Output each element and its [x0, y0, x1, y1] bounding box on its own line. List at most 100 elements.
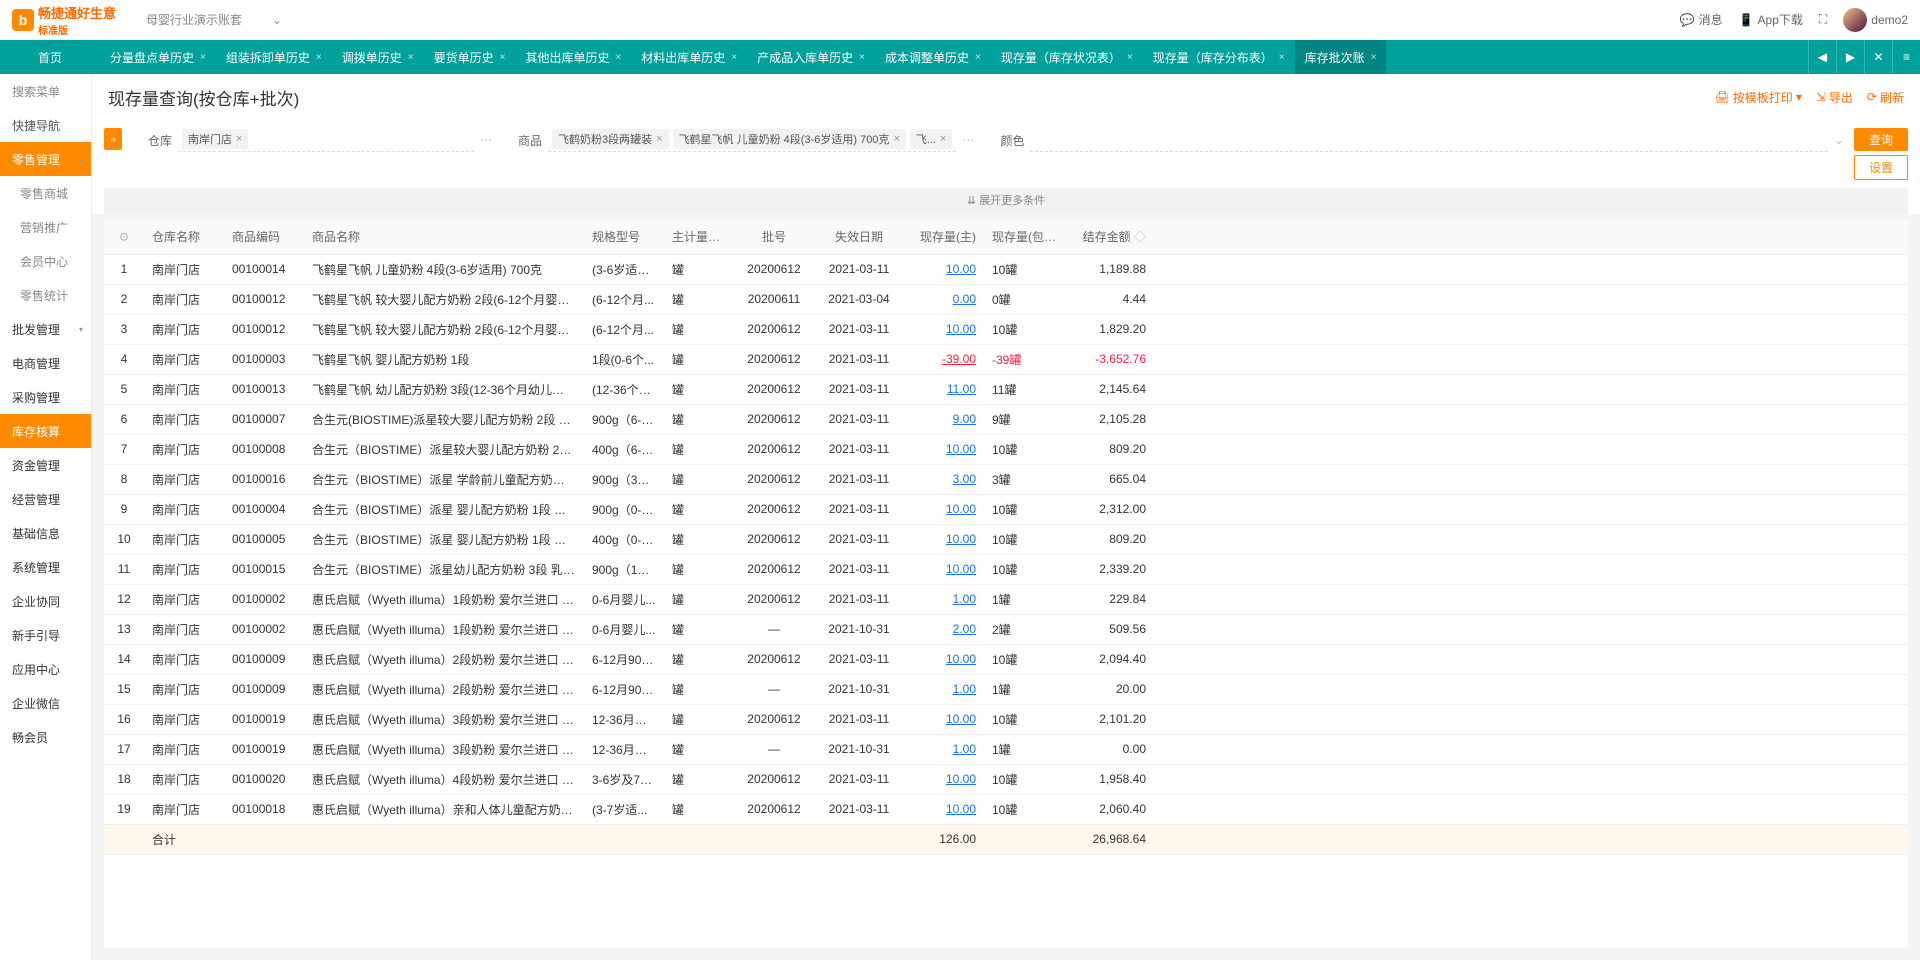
col-spec[interactable]: 规格型号 [584, 220, 664, 254]
settings-button[interactable]: 设置 [1854, 155, 1908, 180]
table-row[interactable]: 5南岸门店00100013飞鹤星飞帆 幼儿配方奶粉 3段(12-36个月幼儿适用… [104, 374, 1908, 404]
sidebar-group-8[interactable]: 系统管理 [0, 550, 91, 584]
sidebar-group-6[interactable]: 经营管理 [0, 482, 91, 516]
qty-link[interactable]: 3.00 [953, 472, 976, 486]
table-row[interactable]: 14南岸门店00100009惠氏启赋（Wyeth illuma）2段奶粉 爱尔兰… [104, 644, 1908, 674]
sidebar-group-7[interactable]: 基础信息 [0, 516, 91, 550]
tab-close-icon[interactable]: × [500, 52, 506, 63]
qty-link[interactable]: 2.00 [953, 622, 976, 636]
tab-3[interactable]: 要货单历史× [424, 40, 516, 74]
col-name[interactable]: 商品名称 [304, 220, 584, 254]
sidebar-group-9[interactable]: 企业协同 [0, 584, 91, 618]
qty-link[interactable]: -39.00 [942, 352, 976, 366]
filter-chip[interactable]: 飞鹤星飞帆 儿童奶粉 4段(3-6岁适用) 700克× [673, 129, 906, 149]
qty-link[interactable]: 10.00 [946, 652, 976, 666]
tab-close-icon[interactable]: × [975, 52, 981, 63]
expand-filters-button[interactable]: ⇊ 展开更多条件 [104, 188, 1908, 214]
tab-9[interactable]: 现存量（库存分布表）× [1143, 40, 1295, 74]
account-selector[interactable]: 母婴行业演示账套 ⌄ [146, 11, 282, 28]
tab-close-icon[interactable]: × [1371, 52, 1377, 63]
sidebar-quicknav[interactable]: 快捷导航 [0, 108, 91, 142]
tab-6[interactable]: 产成品入库单历史× [747, 40, 875, 74]
table-row[interactable]: 4南岸门店00100003飞鹤星飞帆 婴儿配方奶粉 1段1段(0-6个...罐2… [104, 344, 1908, 374]
tab-close-icon[interactable]: × [731, 52, 737, 63]
tab-close-all[interactable]: ✕ [1864, 40, 1892, 74]
tab-10[interactable]: 库存批次账× [1295, 40, 1387, 74]
sidebar-group-12[interactable]: 企业微信 [0, 686, 91, 720]
filter-chip[interactable]: 飞...× [910, 129, 953, 149]
col-wh[interactable]: 仓库名称 [144, 220, 224, 254]
chip-remove-icon[interactable]: × [893, 133, 899, 145]
col-exp[interactable]: 失效日期 [814, 220, 904, 254]
col-pkg[interactable]: 现存量(包装) [984, 220, 1064, 254]
tab-close-icon[interactable]: × [1127, 52, 1133, 63]
sidebar-group-3[interactable]: 采购管理 [0, 380, 91, 414]
qty-link[interactable]: 10.00 [946, 322, 976, 336]
qty-link[interactable]: 10.00 [946, 442, 976, 456]
tab-1[interactable]: 组装拆卸单历史× [216, 40, 332, 74]
sidebar-search[interactable]: 搜索菜单 [0, 74, 91, 108]
table-row[interactable]: 3南岸门店00100012飞鹤星飞帆 较大婴儿配方奶粉 2段(6-12个月婴幼儿… [104, 314, 1908, 344]
sidebar-group-13[interactable]: 畅会员 [0, 720, 91, 754]
qty-link[interactable]: 10.00 [946, 712, 976, 726]
tab-4[interactable]: 其他出库单历史× [515, 40, 631, 74]
chip-remove-icon[interactable]: × [236, 133, 242, 145]
table-row[interactable]: 18南岸门店00100020惠氏启赋（Wyeth illuma）4段奶粉 爱尔兰… [104, 764, 1908, 794]
filter-collapse-button[interactable]: » [104, 128, 122, 150]
col-amt[interactable]: 结存金额 ◇ [1064, 220, 1154, 254]
sidebar-group-11[interactable]: 应用中心 [0, 652, 91, 686]
qty-link[interactable]: 10.00 [946, 562, 976, 576]
sidebar-group-10[interactable]: 新手引导 [0, 618, 91, 652]
qty-link[interactable]: 0.00 [953, 292, 976, 306]
filter-chip[interactable]: 飞鹤奶粉3段两罐装× [552, 129, 669, 149]
qty-link[interactable]: 10.00 [946, 802, 976, 816]
query-button[interactable]: 查询 [1854, 128, 1908, 151]
gear-icon[interactable]: ⚙ [119, 230, 130, 244]
col-idx[interactable]: ⚙ [104, 220, 144, 254]
tab-0[interactable]: 分量盘点单历史× [100, 40, 216, 74]
sidebar-group-1[interactable]: 批发管理▾ [0, 312, 91, 346]
messages-link[interactable]: 💬 消息 [1680, 11, 1723, 28]
sidebar-item-0-1[interactable]: 营销推广 [0, 210, 91, 244]
print-button[interactable]: 🖨 按模板打印 ▾ [1715, 89, 1802, 106]
col-unit[interactable]: 主计量单位 [664, 220, 734, 254]
table-row[interactable]: 15南岸门店00100009惠氏启赋（Wyeth illuma）2段奶粉 爱尔兰… [104, 674, 1908, 704]
tab-home[interactable]: 首页 [0, 40, 100, 74]
fullscreen-button[interactable]: ⛶ [1819, 12, 1827, 27]
table-row[interactable]: 1南岸门店00100014飞鹤星飞帆 儿童奶粉 4段(3-6岁适用) 700克(… [104, 254, 1908, 284]
tab-close-icon[interactable]: × [200, 52, 206, 63]
qty-link[interactable]: 1.00 [953, 742, 976, 756]
tab-close-icon[interactable]: × [1279, 52, 1285, 63]
tab-scroll-right[interactable]: ▶ [1836, 40, 1864, 74]
table-row[interactable]: 7南岸门店00100008合生元（BIOSTIME）派星较大婴儿配方奶粉 2段 … [104, 434, 1908, 464]
table-row[interactable]: 16南岸门店00100019惠氏启赋（Wyeth illuma）3段奶粉 爱尔兰… [104, 704, 1908, 734]
chip-remove-icon[interactable]: × [656, 133, 662, 145]
tab-close-icon[interactable]: × [859, 52, 865, 63]
export-button[interactable]: ⇲ 导出 [1816, 89, 1853, 106]
chip-remove-icon[interactable]: × [940, 133, 946, 145]
tab-8[interactable]: 现存量（库存状况表）× [991, 40, 1143, 74]
qty-link[interactable]: 10.00 [946, 502, 976, 516]
table-row[interactable]: 6南岸门店00100007合生元(BIOSTIME)派星较大婴儿配方奶粉 2段 … [104, 404, 1908, 434]
refresh-button[interactable]: ⟳ 刷新 [1867, 89, 1904, 106]
tab-scroll-left[interactable]: ◀ [1808, 40, 1836, 74]
col-qty[interactable]: 现存量(主) [904, 220, 984, 254]
app-download-link[interactable]: 📱 App下载 [1739, 11, 1803, 28]
tab-7[interactable]: 成本调整单历史× [875, 40, 991, 74]
table-row[interactable]: 11南岸门店00100015合生元（BIOSTIME）派星幼儿配方奶粉 3段 乳… [104, 554, 1908, 584]
qty-link[interactable]: 10.00 [946, 532, 976, 546]
tab-5[interactable]: 材料出库单历史× [631, 40, 747, 74]
sidebar-group-2[interactable]: 电商管理 [0, 346, 91, 380]
col-batch[interactable]: 批号 [734, 220, 814, 254]
qty-link[interactable]: 9.00 [953, 412, 976, 426]
sidebar-group-4[interactable]: 库存核算 [0, 414, 91, 448]
sidebar-item-0-0[interactable]: 零售商城 [0, 176, 91, 210]
tab-menu[interactable]: ≡ [1892, 40, 1920, 74]
sidebar-item-0-3[interactable]: 零售统计 [0, 278, 91, 312]
tab-close-icon[interactable]: × [408, 52, 414, 63]
sidebar-group-0[interactable]: 零售管理▴ [0, 142, 91, 176]
filter-product-chips[interactable]: 飞鹤奶粉3段两罐装×飞鹤星飞帆 儿童奶粉 4段(3-6岁适用) 700克×飞..… [548, 128, 956, 152]
table-row[interactable]: 2南岸门店00100012飞鹤星飞帆 较大婴儿配方奶粉 2段(6-12个月婴幼儿… [104, 284, 1908, 314]
qty-link[interactable]: 10.00 [946, 772, 976, 786]
sidebar-item-0-2[interactable]: 会员中心 [0, 244, 91, 278]
